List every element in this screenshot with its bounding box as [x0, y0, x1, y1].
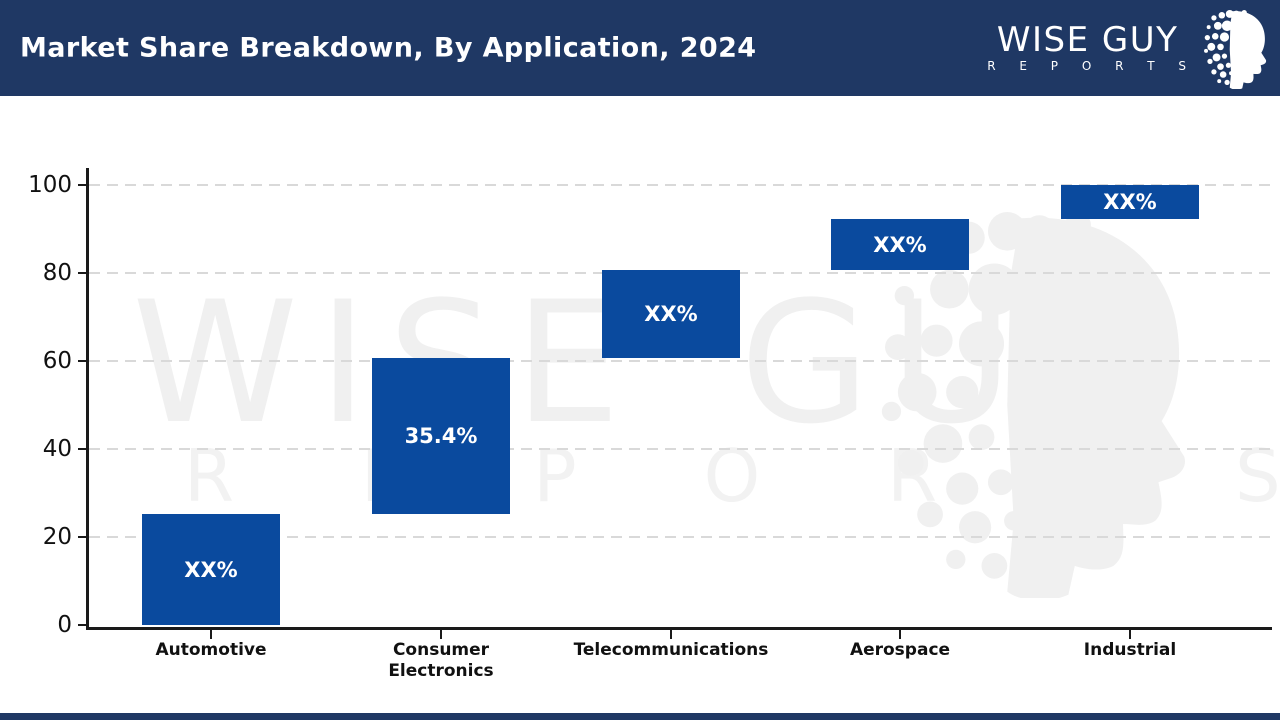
x-axis-line	[86, 627, 1272, 630]
y-tick-60	[78, 360, 86, 362]
y-tick-80	[78, 272, 86, 274]
x-tick-industrial	[1129, 630, 1131, 639]
logo-wiseguy-text: WISE GUY	[996, 20, 1179, 60]
bar-value-label-aerospace: XX%	[873, 232, 927, 257]
x-tick-aerospace	[899, 630, 901, 639]
gridline-40	[89, 448, 1272, 450]
bar-value-label-industrial: XX%	[1103, 190, 1157, 215]
bar-value-label-telecommunications: XX%	[644, 302, 698, 327]
bar-consumer-electronics	[372, 358, 510, 515]
bar-automotive	[142, 514, 280, 625]
gridline-20	[89, 536, 1272, 538]
y-tick-100	[78, 184, 86, 186]
footer-bar	[0, 713, 1280, 720]
x-tick-automotive	[210, 630, 212, 639]
y-tick-0	[78, 624, 86, 626]
bar-industrial	[1061, 185, 1199, 220]
y-tick-label-20: 20	[42, 524, 72, 550]
bar-value-label-automotive: XX%	[184, 557, 238, 582]
logo-text: WISE GUY R E P O R T S	[979, 22, 1196, 73]
y-tick-label-40: 40	[42, 436, 72, 462]
y-tick-label-100: 100	[28, 172, 72, 198]
gridline-100	[89, 184, 1272, 186]
gridline-60	[89, 360, 1272, 362]
y-tick-label-0: 0	[57, 612, 72, 638]
y-tick-label-80: 80	[42, 260, 72, 286]
y-tick-label-60: 60	[42, 348, 72, 374]
x-tick-label-consumer-electronics: Consumer Electronics	[388, 640, 494, 681]
x-tick-label-telecommunications: Telecommunications	[573, 640, 769, 660]
x-tick-telecommunications	[670, 630, 672, 639]
x-tick-label-aerospace: Aerospace	[849, 640, 951, 660]
y-axis-line	[86, 168, 89, 630]
bar-aerospace	[831, 219, 969, 271]
x-tick-label-industrial: Industrial	[1083, 640, 1177, 660]
bar-telecommunications	[602, 270, 740, 359]
bar-value-label-consumer-electronics: 35.4%	[404, 424, 478, 449]
y-tick-20	[78, 536, 86, 538]
logo-reports-text: R E P O R T S	[987, 59, 1196, 73]
x-tick-label-automotive: Automotive	[155, 640, 267, 660]
header-bar: Market Share Breakdown, By Application, …	[0, 0, 1280, 96]
chart-title: Market Share Breakdown, By Application, …	[20, 32, 757, 64]
x-tick-consumer-electronics	[440, 630, 442, 639]
wise-guy-reports-logo: WISE GUY R E P O R T S	[987, 4, 1270, 92]
y-tick-40	[78, 448, 86, 450]
logo-head-icon	[1204, 10, 1267, 89]
